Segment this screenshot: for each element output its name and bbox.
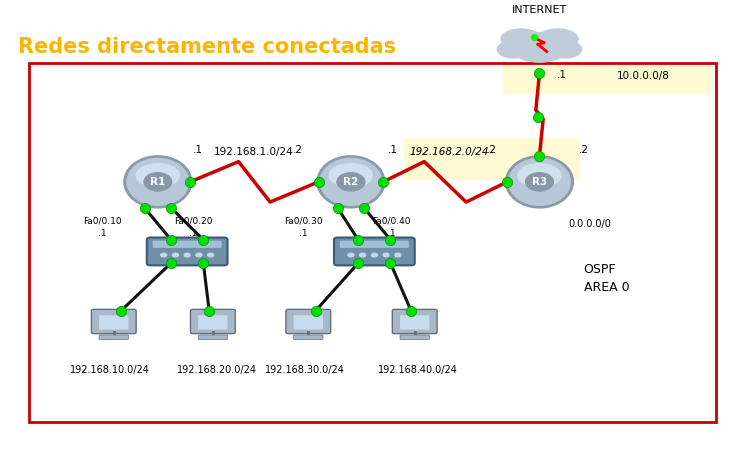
Text: .1: .1 [193, 145, 203, 154]
Ellipse shape [512, 33, 567, 62]
Point [405, 307, 417, 314]
Text: Redes directamente conectadas: Redes directamente conectadas [18, 37, 396, 57]
FancyBboxPatch shape [334, 238, 415, 265]
FancyBboxPatch shape [99, 335, 128, 339]
Text: Fa0/0.20
.1: Fa0/0.20 .1 [174, 217, 212, 238]
FancyBboxPatch shape [286, 309, 330, 334]
Ellipse shape [124, 156, 192, 208]
Point [115, 307, 127, 314]
Text: 192.168.10.0/24: 192.168.10.0/24 [70, 365, 150, 374]
Ellipse shape [518, 163, 561, 187]
FancyBboxPatch shape [190, 309, 235, 334]
Ellipse shape [537, 29, 578, 49]
Point [184, 178, 196, 185]
Ellipse shape [506, 156, 573, 208]
Circle shape [161, 253, 167, 257]
FancyBboxPatch shape [91, 309, 137, 334]
Ellipse shape [509, 158, 570, 205]
Text: 192.168.30.0/24: 192.168.30.0/24 [265, 365, 344, 374]
Ellipse shape [127, 158, 189, 205]
Point [165, 204, 177, 211]
Ellipse shape [549, 41, 582, 58]
FancyBboxPatch shape [392, 309, 437, 334]
Text: .1: .1 [556, 70, 567, 79]
Ellipse shape [497, 41, 530, 58]
Circle shape [360, 253, 366, 257]
FancyBboxPatch shape [294, 335, 323, 339]
Point [534, 70, 545, 77]
Circle shape [348, 253, 354, 257]
Point [501, 178, 513, 185]
Ellipse shape [317, 156, 385, 208]
FancyBboxPatch shape [99, 315, 128, 330]
Point [385, 236, 396, 243]
FancyBboxPatch shape [198, 335, 228, 339]
Ellipse shape [330, 163, 372, 187]
Point [313, 178, 324, 185]
Text: Fa0/0.30
.1: Fa0/0.30 .1 [284, 217, 322, 238]
Text: 192.168.1.0/24: 192.168.1.0/24 [214, 147, 293, 157]
Point [203, 307, 215, 314]
Text: .2: .2 [293, 145, 303, 154]
Text: 192.168.40.0/24: 192.168.40.0/24 [379, 365, 458, 374]
Circle shape [184, 253, 190, 257]
Point [532, 113, 544, 120]
FancyBboxPatch shape [294, 315, 323, 330]
Point [352, 236, 364, 243]
Ellipse shape [137, 163, 179, 187]
Text: 192.168.20.0/24: 192.168.20.0/24 [177, 365, 256, 374]
FancyBboxPatch shape [153, 241, 222, 248]
Point [165, 260, 177, 267]
FancyBboxPatch shape [147, 238, 228, 265]
Point [377, 178, 389, 185]
Circle shape [371, 253, 377, 257]
Circle shape [395, 253, 401, 257]
FancyBboxPatch shape [340, 241, 409, 248]
Text: .2: .2 [487, 145, 497, 154]
Point [197, 260, 209, 267]
Ellipse shape [501, 29, 541, 49]
Point [332, 204, 344, 211]
Ellipse shape [515, 43, 564, 62]
Text: Fa0/0.10
.1: Fa0/0.10 .1 [84, 217, 122, 238]
Point [197, 236, 209, 243]
FancyBboxPatch shape [503, 65, 712, 94]
Circle shape [196, 253, 202, 257]
Text: Fa0/0.40
.1: Fa0/0.40 .1 [372, 217, 410, 238]
Bar [29, 63, 716, 422]
Point [165, 236, 177, 243]
Point [385, 260, 396, 267]
Point [139, 204, 150, 211]
Ellipse shape [337, 173, 365, 191]
Text: OSPF
AREA 0: OSPF AREA 0 [584, 263, 629, 294]
FancyBboxPatch shape [404, 138, 580, 180]
FancyBboxPatch shape [198, 315, 228, 330]
Text: 192.168.2.0/24: 192.168.2.0/24 [410, 147, 489, 157]
FancyBboxPatch shape [400, 335, 429, 339]
Ellipse shape [144, 173, 172, 191]
Point [358, 204, 370, 211]
Circle shape [208, 253, 214, 257]
Text: R3: R3 [532, 177, 547, 187]
Point [528, 34, 539, 41]
Ellipse shape [526, 173, 553, 191]
Point [310, 307, 321, 314]
FancyBboxPatch shape [400, 315, 429, 330]
Text: 0.0.0.0/0: 0.0.0.0/0 [568, 219, 611, 229]
Text: INTERNET: INTERNET [512, 5, 567, 15]
Text: .1: .1 [388, 145, 398, 154]
Circle shape [172, 253, 178, 257]
Point [352, 260, 364, 267]
Text: 10.0.0.0/8: 10.0.0.0/8 [617, 70, 669, 80]
Text: .2: .2 [578, 145, 589, 154]
Text: R2: R2 [344, 177, 358, 187]
Ellipse shape [320, 158, 382, 205]
Point [534, 152, 545, 159]
Circle shape [383, 253, 389, 257]
Text: R1: R1 [150, 177, 165, 187]
